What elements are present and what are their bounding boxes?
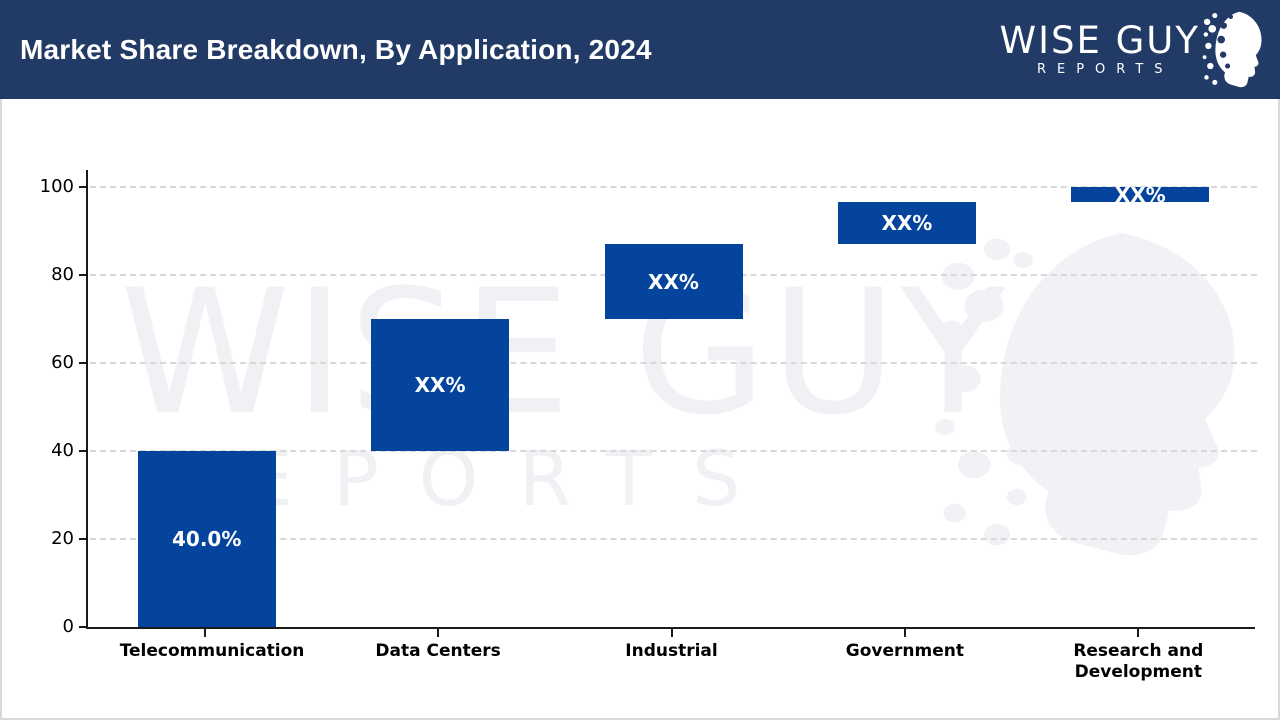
logo-head-icon [1202,11,1262,88]
x-tick-3 [903,629,906,637]
y-tick-label-60: 60 [51,352,74,373]
x-tick-0 [203,629,206,637]
gridline-60 [90,362,1257,364]
bar-value-label: XX% [414,373,466,397]
bar-value-label: 40.0% [171,527,242,551]
x-tick-4 [1137,629,1140,637]
plot-area: 40.0% XX% XX% XX% XX% [90,170,1257,627]
page-title: Market Share Breakdown, By Application, … [20,33,652,65]
bar-data-centers: XX% [371,319,510,451]
y-tick-80 [79,274,86,276]
header-banner: Market Share Breakdown, By Application, … [0,0,1280,99]
watermark-head-icon [935,233,1235,556]
bar-value-label: XX% [648,269,699,294]
y-tick-100 [79,186,86,188]
gridline-40 [90,450,1257,452]
y-tick-20 [79,538,86,540]
x-tick-2 [670,629,673,637]
y-tick-label-40: 40 [51,440,74,461]
bar-government: XX% [837,202,976,245]
watermark-wordmark: WISE GUY [120,252,1010,453]
y-tick-label-20: 20 [51,528,74,549]
bar-value-label: XX% [1114,182,1166,207]
y-tick-0 [79,626,86,628]
y-tick-label-0: 0 [62,616,74,637]
category-label: Data Centers [375,641,501,661]
gridline-100 [90,186,1257,188]
logo-wordmark: WISE GUY [999,18,1200,62]
category-label: Industrial [625,641,718,661]
y-tick-60 [79,362,86,364]
x-axis-line [86,627,1255,629]
category-label: Government [845,641,964,661]
chart-canvas: WISE GUY REPORTS 40.0% XX% XX% XX% XX% [0,99,1280,720]
bar-industrial: XX% [604,244,743,319]
logo-subtext: REPORTS [1036,62,1174,78]
bar-telecommunication: 40.0% [137,451,276,627]
wise-guy-logo: WISE GUY REPORTS [1000,8,1266,90]
bar-research-and-development: XX% [1071,183,1210,207]
y-tick-label-80: 80 [51,264,74,285]
category-label: Research and Development [1073,641,1204,683]
gridline-20 [90,538,1257,540]
y-axis-line [86,170,88,629]
x-tick-1 [437,629,440,637]
y-tick-label-100: 100 [39,176,74,197]
bar-value-label: XX% [881,211,933,236]
y-tick-40 [79,450,86,452]
category-label: Telecommunication [119,641,305,661]
